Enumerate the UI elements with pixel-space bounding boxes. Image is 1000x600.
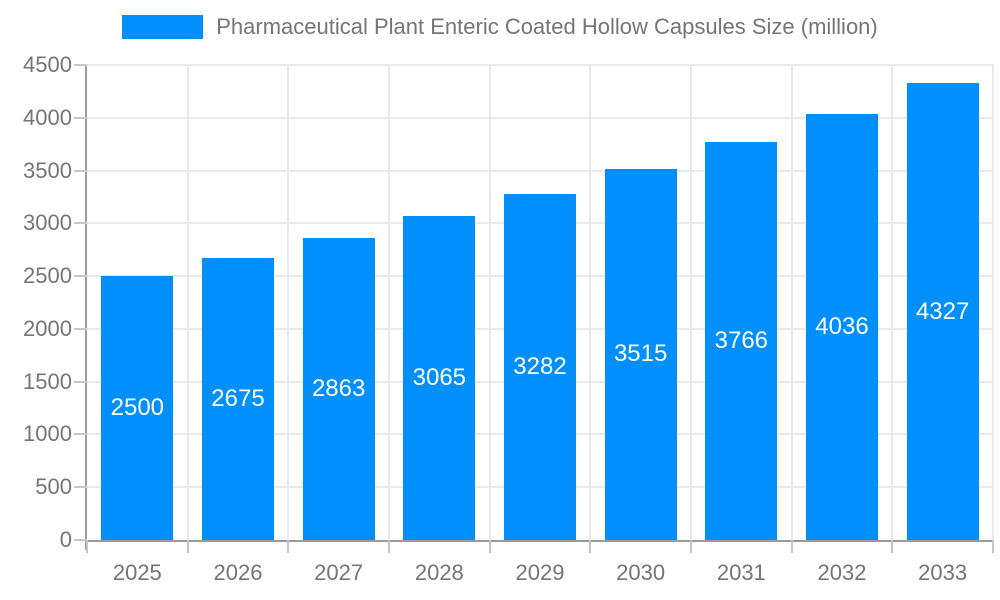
- x-axis-label: 2030: [616, 560, 666, 585]
- bar[interactable]: 3065: [403, 216, 476, 540]
- y-axis-tick: [74, 380, 87, 383]
- x-axis-label: 2025: [112, 560, 162, 585]
- x-axis-tick: [86, 540, 88, 553]
- bar[interactable]: 3515: [604, 168, 677, 540]
- y-axis-label: 3500: [23, 157, 72, 183]
- bar-value-label: 3515: [613, 340, 668, 368]
- x-gridline: [690, 65, 692, 540]
- x-gridline: [287, 65, 290, 540]
- x-axis-tick: [287, 540, 290, 553]
- x-axis-label: 2032: [817, 560, 867, 585]
- bar-value-label: 4036: [815, 312, 869, 340]
- bar[interactable]: 2500: [101, 276, 174, 540]
- x-axis-tick: [186, 540, 189, 553]
- bar-value-label: 2675: [211, 384, 265, 412]
- legend-swatch: [122, 15, 204, 39]
- y-axis-tick: [74, 327, 87, 330]
- bar[interactable]: 4036: [806, 113, 878, 540]
- x-axis-label: 2029: [515, 560, 565, 585]
- y-axis-tick: [74, 486, 87, 489]
- y-gridline: [87, 64, 993, 66]
- x-axis-label: 2027: [314, 560, 364, 585]
- y-axis-tick: [74, 275, 87, 278]
- x-gridline: [790, 65, 793, 540]
- y-axis-label: 2000: [23, 315, 72, 341]
- y-axis-label: 0: [59, 527, 72, 552]
- y-axis-tick: [74, 539, 87, 541]
- x-axis-label: 2028: [414, 560, 464, 585]
- bar-value-label: 3065: [412, 364, 467, 392]
- bar-value-label: 2500: [110, 394, 165, 422]
- bar[interactable]: 4327: [906, 83, 979, 540]
- x-axis-tick: [388, 540, 390, 553]
- bar[interactable]: 2675: [202, 257, 274, 540]
- y-axis-tick: [74, 433, 87, 436]
- x-axis-tick: [488, 540, 491, 553]
- bar[interactable]: 3282: [504, 193, 576, 540]
- y-axis-label: 1500: [23, 368, 72, 394]
- legend-item[interactable]: Pharmaceutical Plant Enteric Coated Holl…: [0, 14, 1000, 40]
- x-axis-label: 2033: [918, 560, 968, 585]
- x-axis-tick: [790, 540, 793, 553]
- x-axis-tick: [690, 540, 692, 553]
- y-axis-label: 2500: [23, 263, 72, 289]
- x-gridline: [992, 65, 994, 540]
- x-gridline: [891, 65, 894, 540]
- x-gridline: [186, 65, 189, 540]
- y-gridline: [87, 116, 993, 119]
- y-axis-label: 4500: [23, 52, 72, 77]
- x-axis-tick: [589, 540, 592, 553]
- x-gridline: [388, 65, 390, 540]
- y-axis-line: [85, 65, 87, 550]
- y-axis-label: 500: [35, 474, 72, 500]
- y-axis-tick: [74, 169, 87, 172]
- plot-area: 0 500 1000 1500 2000 2500 3000 3500 4000 4500 2500…: [23, 53, 994, 585]
- bar-value-label: 2863: [311, 374, 366, 402]
- y-axis-label: 3000: [23, 210, 72, 236]
- bar-value-label: 3282: [513, 352, 567, 380]
- y-axis-tick: [74, 64, 87, 66]
- x-axis-tick: [992, 540, 994, 553]
- y-axis-label: 1000: [23, 421, 72, 447]
- x-axis-label: 2026: [213, 560, 263, 585]
- bar[interactable]: 2863: [302, 237, 375, 540]
- y-axis-tick: [74, 222, 87, 225]
- x-axis-tick: [891, 540, 894, 553]
- x-gridline: [589, 65, 592, 540]
- bar-value-label: 4327: [915, 297, 970, 325]
- x-gridline: [488, 65, 491, 540]
- x-axis-label: 2031: [716, 560, 766, 585]
- y-gridline: [87, 169, 993, 172]
- legend-label: Pharmaceutical Plant Enteric Coated Holl…: [216, 14, 878, 39]
- bar[interactable]: 3766: [705, 142, 778, 540]
- y-axis-tick: [74, 116, 87, 119]
- bar-value-label: 3766: [714, 327, 769, 355]
- x-axis-line: [85, 540, 993, 542]
- y-axis-label: 4000: [23, 104, 72, 130]
